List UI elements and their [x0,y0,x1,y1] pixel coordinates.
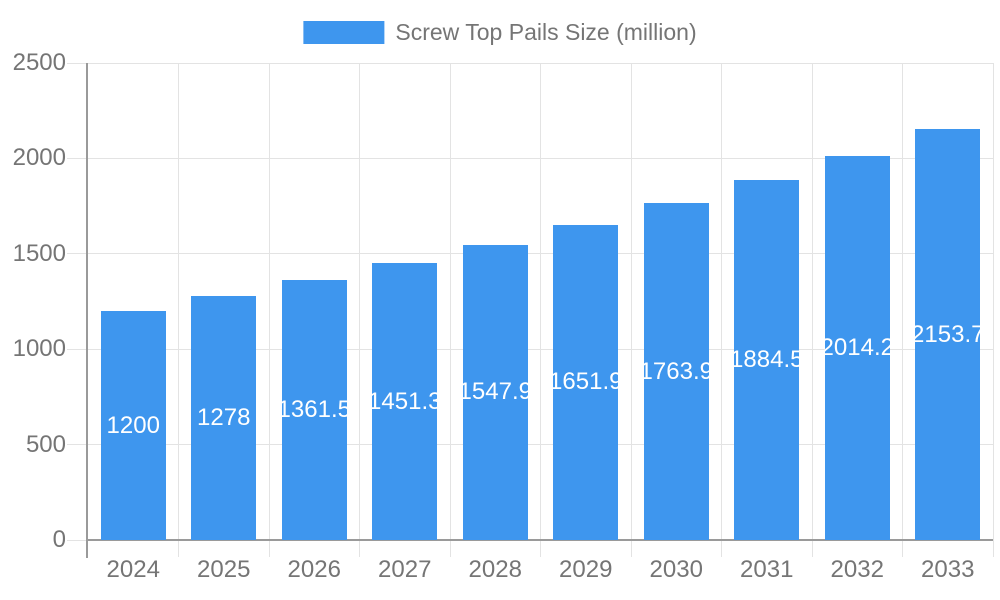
x-axis-line [86,539,993,541]
x-axis-tick [902,540,903,557]
y-axis-label: 2500 [12,49,66,76]
y-axis-tick [67,157,88,159]
x-axis-label: 2032 [830,556,884,583]
x-axis-label: 2027 [378,556,432,583]
x-axis-label: 2029 [559,556,613,583]
x-axis-tick [721,540,722,557]
gridline-vertical [902,63,903,540]
gridline-vertical [630,63,632,540]
x-axis-label: 2024 [106,556,160,583]
y-axis-line [86,63,88,558]
x-axis-label: 2026 [287,556,341,583]
legend-item[interactable]: Screw Top Pails Size (million) [303,19,697,45]
bar-2027[interactable] [372,263,438,540]
y-axis-tick [67,62,88,64]
bar-2030[interactable] [643,203,709,540]
y-axis-label: 0 [52,526,66,553]
gridline-vertical [449,63,451,540]
bar-2031[interactable] [734,180,800,540]
bar-2029[interactable] [553,224,619,540]
y-axis-label: 1500 [12,239,66,267]
x-axis-tick [449,540,451,557]
gridline-vertical [359,63,360,540]
x-axis-tick [359,540,360,557]
legend-label: Screw Top Pails Size (million) [395,19,697,45]
gridline-vertical [178,63,179,540]
x-axis-tick [811,540,813,557]
x-axis-label: 2031 [740,556,794,583]
y-axis-label: 500 [25,430,66,458]
bar-2032[interactable] [824,155,890,540]
x-axis-tick [992,540,994,557]
bar-2026[interactable] [281,280,347,540]
bar-2024[interactable] [100,311,166,540]
bar-2033[interactable] [915,129,981,540]
x-axis-label: 2033 [921,556,975,583]
x-axis-label: 2028 [468,556,522,583]
x-axis-label: 2030 [649,556,703,583]
x-axis-label: 2025 [197,556,251,583]
x-axis-tick [178,540,179,557]
gridline-vertical [811,63,813,540]
x-axis-tick [268,540,270,557]
bar-2028[interactable] [462,244,528,540]
gridline-vertical [268,63,270,540]
x-axis-tick [540,540,541,557]
bar-2025[interactable] [191,296,257,540]
x-axis-tick [630,540,632,557]
y-axis-label: 2000 [12,144,66,172]
y-axis-label: 1000 [12,335,66,363]
gridline-vertical [992,63,994,540]
y-axis-tick [67,539,88,541]
y-axis-tick [67,348,88,350]
gridline-vertical [540,63,541,540]
legend-swatch [303,20,385,44]
y-axis-tick [67,444,88,446]
y-axis-tick [67,253,88,255]
gridline-vertical [721,63,722,540]
